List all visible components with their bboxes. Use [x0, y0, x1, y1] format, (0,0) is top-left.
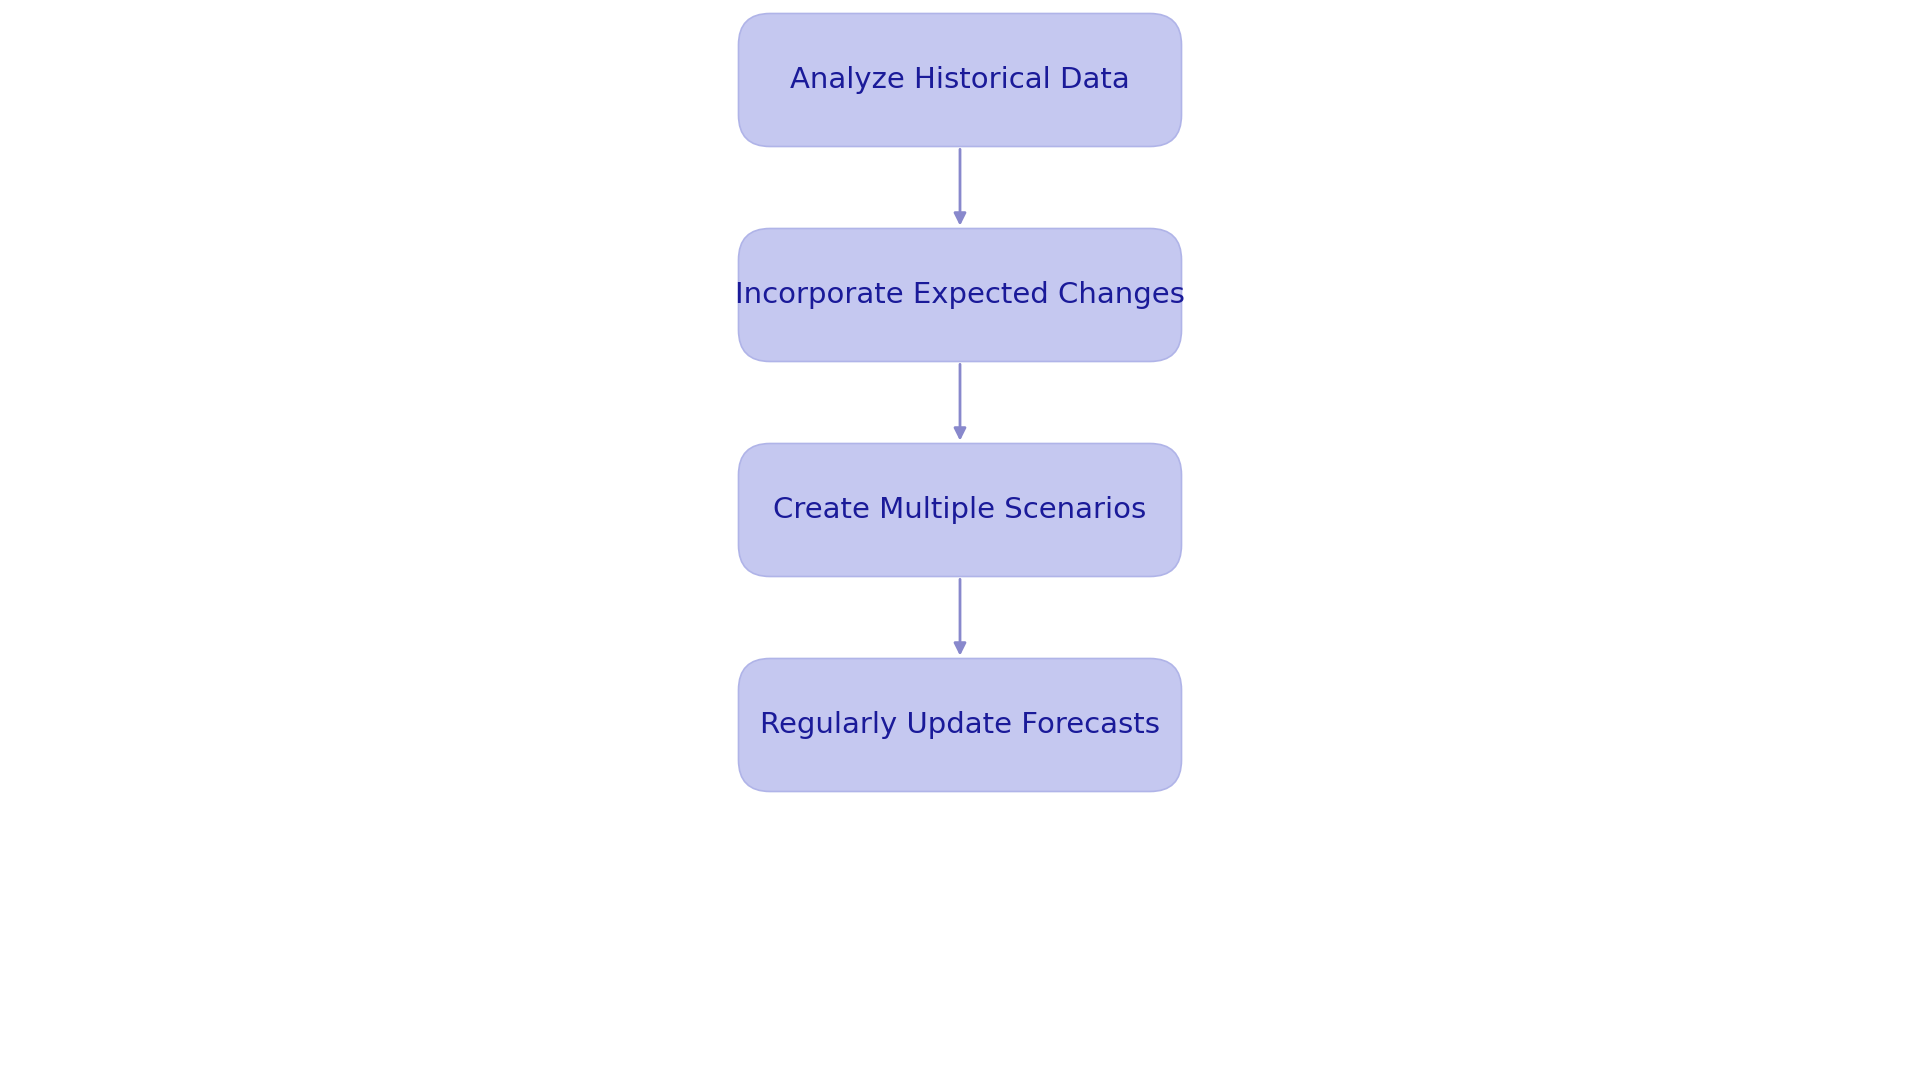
- Text: Incorporate Expected Changes: Incorporate Expected Changes: [735, 280, 1185, 309]
- FancyBboxPatch shape: [739, 13, 1181, 146]
- FancyBboxPatch shape: [739, 658, 1181, 792]
- Text: Create Multiple Scenarios: Create Multiple Scenarios: [774, 496, 1146, 524]
- FancyBboxPatch shape: [739, 444, 1181, 576]
- Text: Analyze Historical Data: Analyze Historical Data: [791, 66, 1129, 94]
- Text: Regularly Update Forecasts: Regularly Update Forecasts: [760, 712, 1160, 739]
- FancyBboxPatch shape: [739, 229, 1181, 362]
